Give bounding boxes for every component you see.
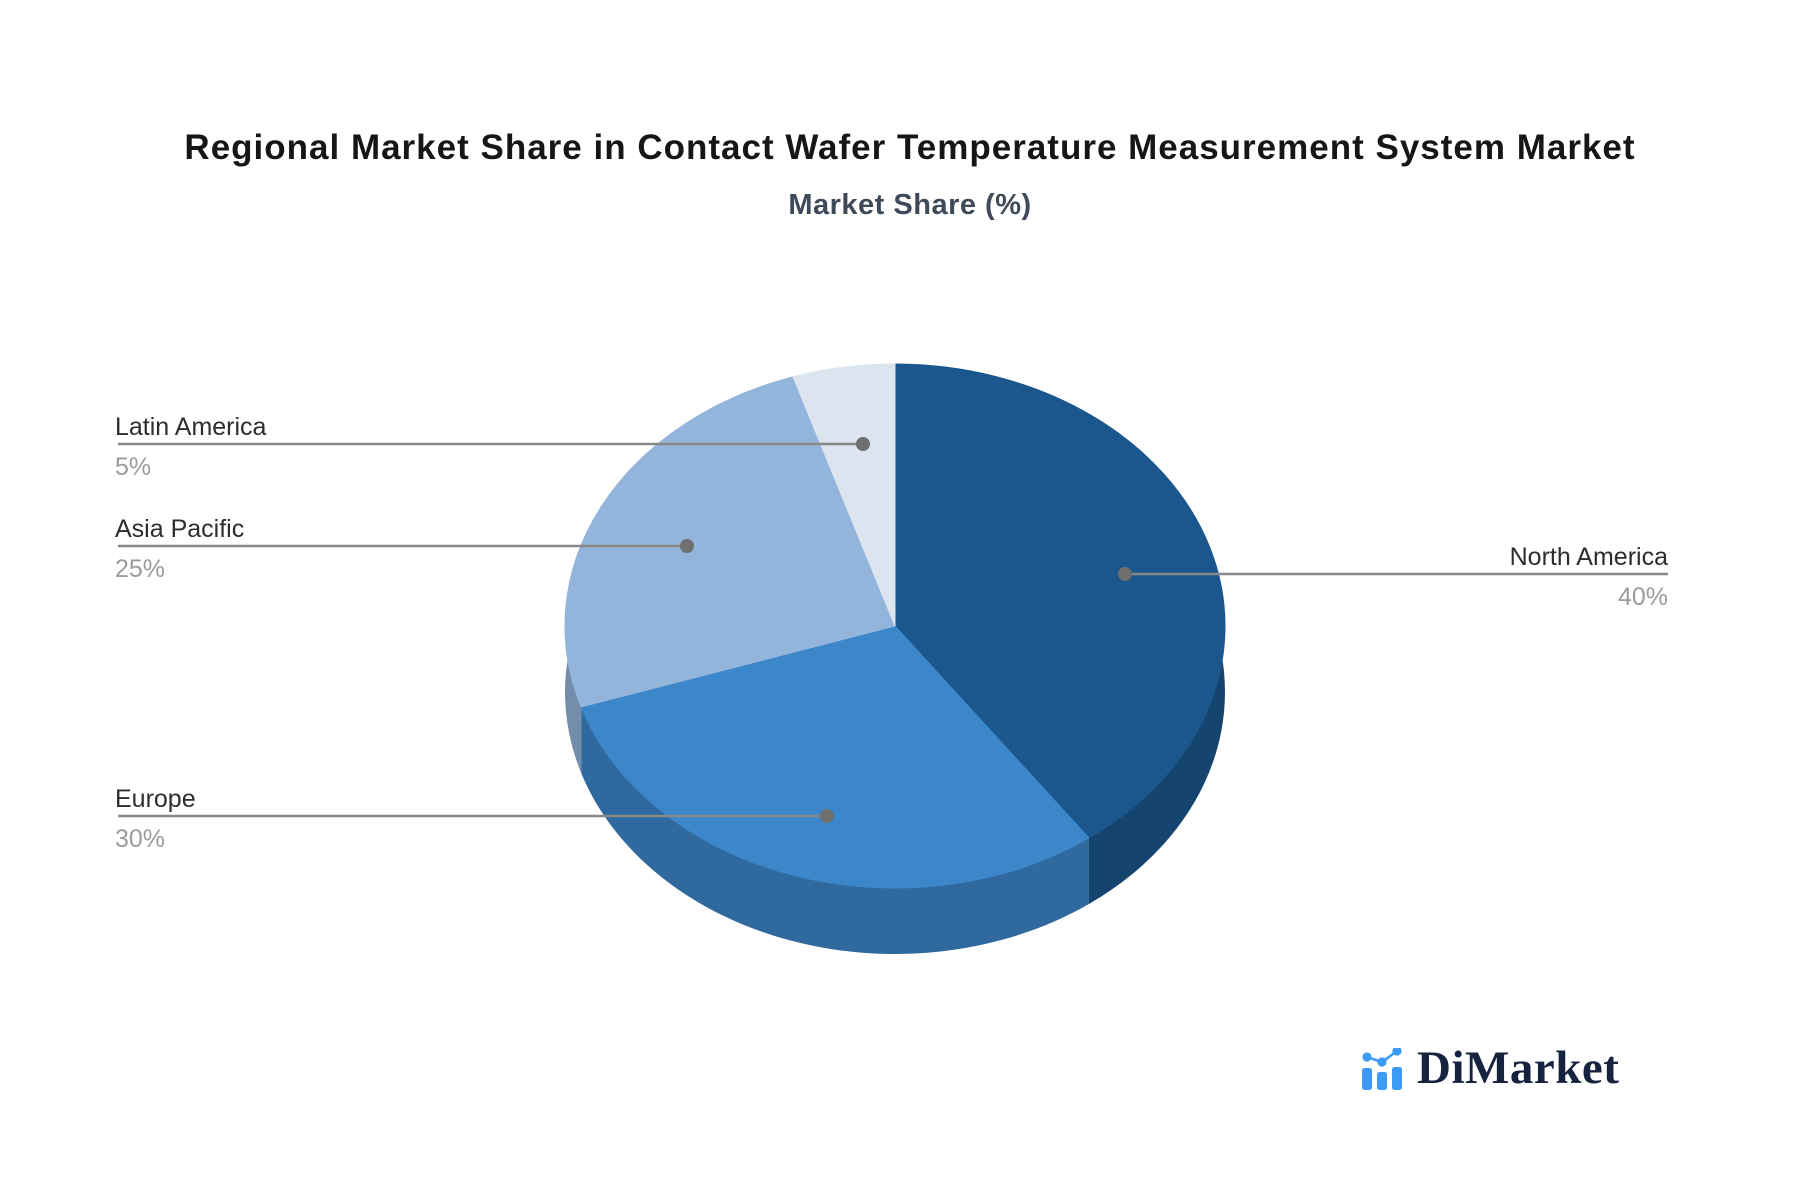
- pie-slice-asia-pacific[interactable]: [564, 376, 896, 708]
- callout-label-asia-pacific: Asia Pacific: [115, 515, 245, 543]
- callout-label-north-america: North America: [1509, 543, 1668, 571]
- pie-slice-latin-america[interactable]: [792, 363, 896, 627]
- callout-label-europe: Europe: [115, 785, 196, 813]
- callout-value-latin-america: 5%: [115, 453, 152, 481]
- leader-dot-north-america: [1118, 567, 1132, 581]
- brand-logo: DiMarket: [1362, 1040, 1619, 1092]
- leader-dot-latin-america: [856, 437, 870, 451]
- callout-value-europe: 30%: [115, 825, 166, 853]
- callout-label-latin-america: Latin America: [115, 413, 267, 441]
- leader-dot-asia-pacific: [680, 539, 694, 553]
- chart-title: Regional Market Share in Contact Wafer T…: [184, 128, 1636, 167]
- callout-value-north-america: 40%: [1617, 583, 1668, 611]
- pie-slice-north-america[interactable]: [894, 363, 1226, 839]
- leader-dot-europe: [820, 809, 834, 823]
- pie-slice-europe[interactable]: [580, 625, 1090, 889]
- brand-logo-text: DiMarket: [1417, 1042, 1620, 1094]
- callout-value-asia-pacific: 25%: [115, 555, 166, 583]
- pie-slice-side-europe: [581, 706, 1089, 954]
- chart-subtitle: Market Share (%): [788, 189, 1032, 221]
- bar-chart-with-trend-dots-icon: [1362, 1048, 1402, 1090]
